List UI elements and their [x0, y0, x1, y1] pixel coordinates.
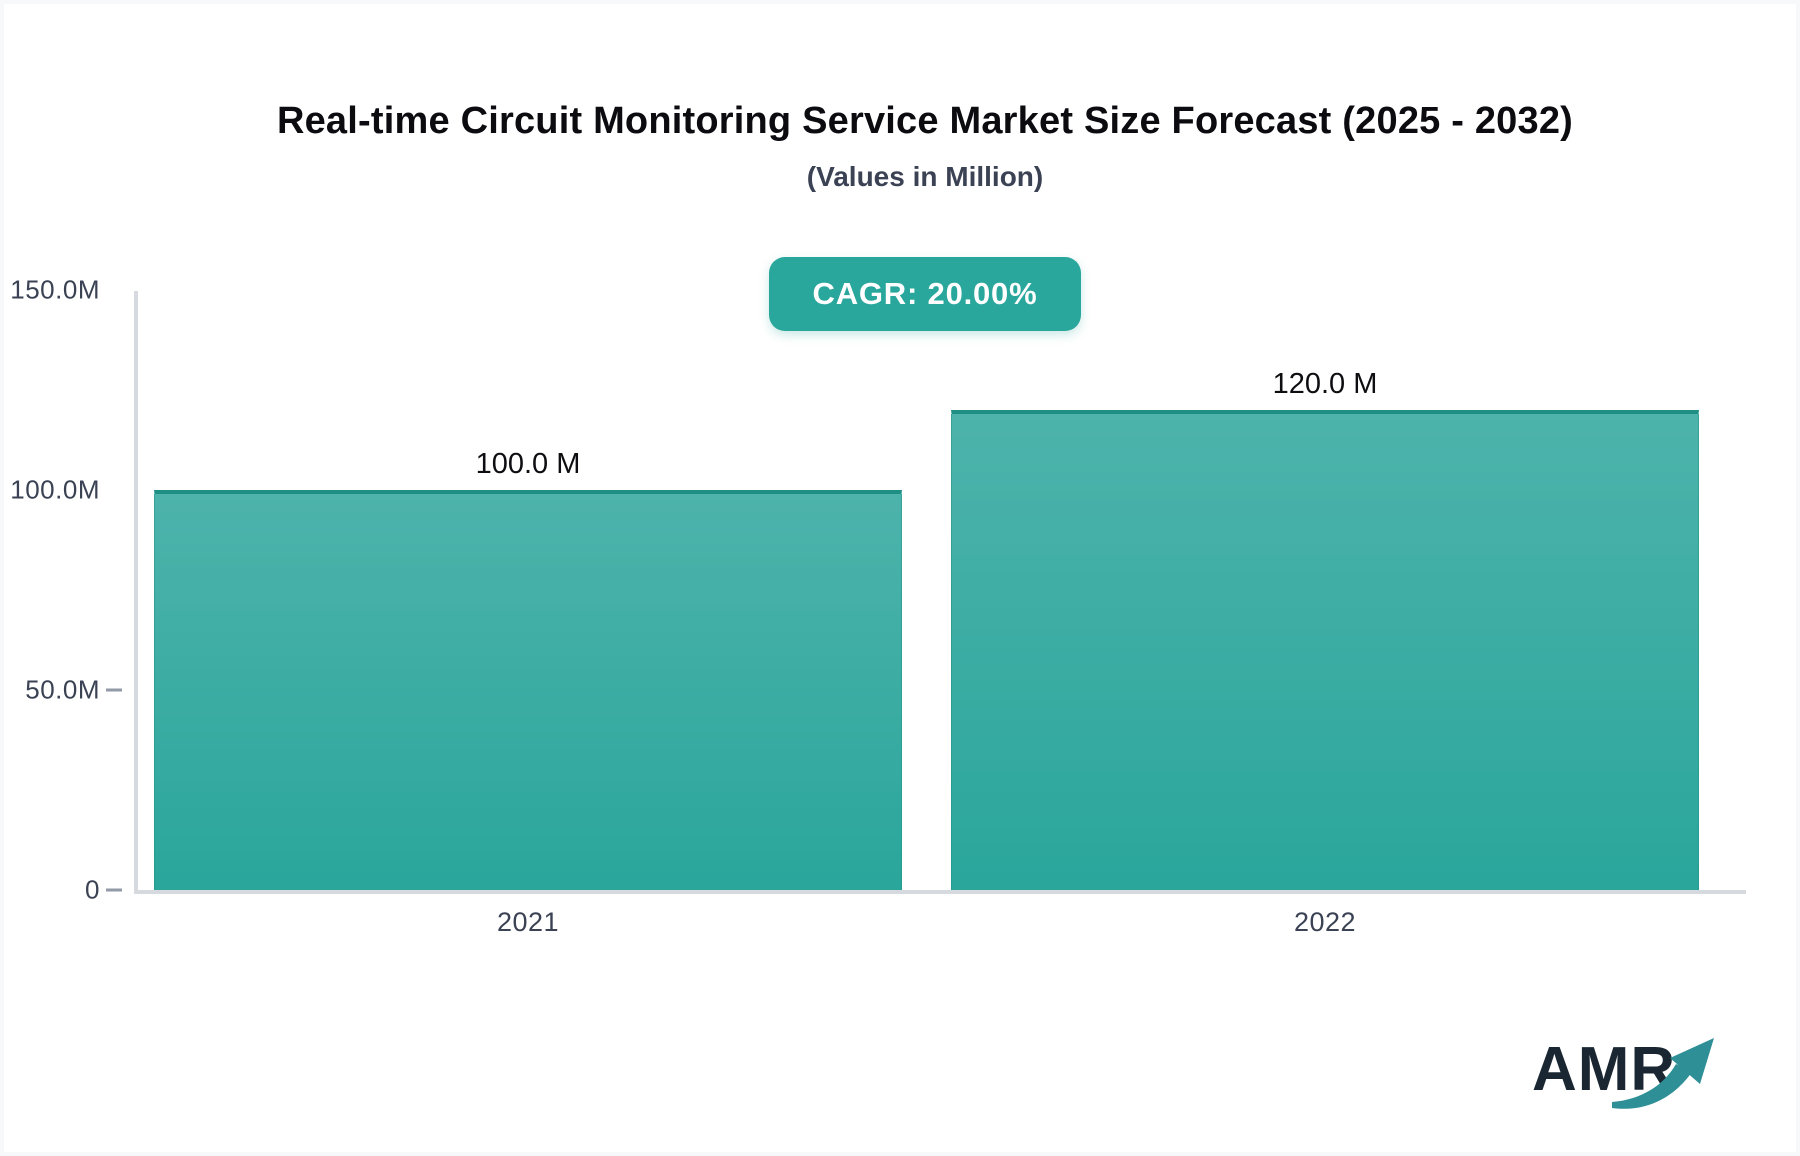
x-category-label: 2021	[496, 907, 560, 937]
y-tick-label: 0	[85, 874, 100, 905]
y-tick-dash	[106, 688, 122, 692]
bar-2022	[951, 410, 1699, 890]
chart-header: Real-time Circuit Monitoring Service Mar…	[54, 100, 1796, 193]
y-axis-line	[134, 291, 138, 892]
x-axis-line	[134, 890, 1746, 894]
y-tick-dash	[106, 888, 122, 892]
bar-chart: 150.0M 100.0M 50.0M 0 100.0 M 2021 120.0 M 202…	[4, 4, 1796, 1152]
y-tick-label: 150.0M	[10, 274, 100, 305]
bar-value-label: 120.0 M	[1272, 368, 1378, 400]
x-category-label: 2022	[1293, 907, 1357, 937]
bar-value-label: 100.0 M	[475, 448, 581, 480]
amr-logo: AMR	[1532, 1032, 1722, 1116]
cagr-badge-row: CAGR: 20.00%	[54, 257, 1796, 331]
cagr-badge: CAGR: 20.00%	[768, 257, 1082, 331]
y-tick-label: 100.0M	[10, 474, 100, 505]
chart-subtitle: (Values in Million)	[806, 161, 1044, 192]
growth-arrow-icon	[1612, 1038, 1714, 1109]
chart-title: Real-time Circuit Monitoring Service Mar…	[276, 100, 1574, 142]
y-tick-label: 50.0M	[25, 674, 100, 705]
bar-2021	[154, 490, 902, 890]
